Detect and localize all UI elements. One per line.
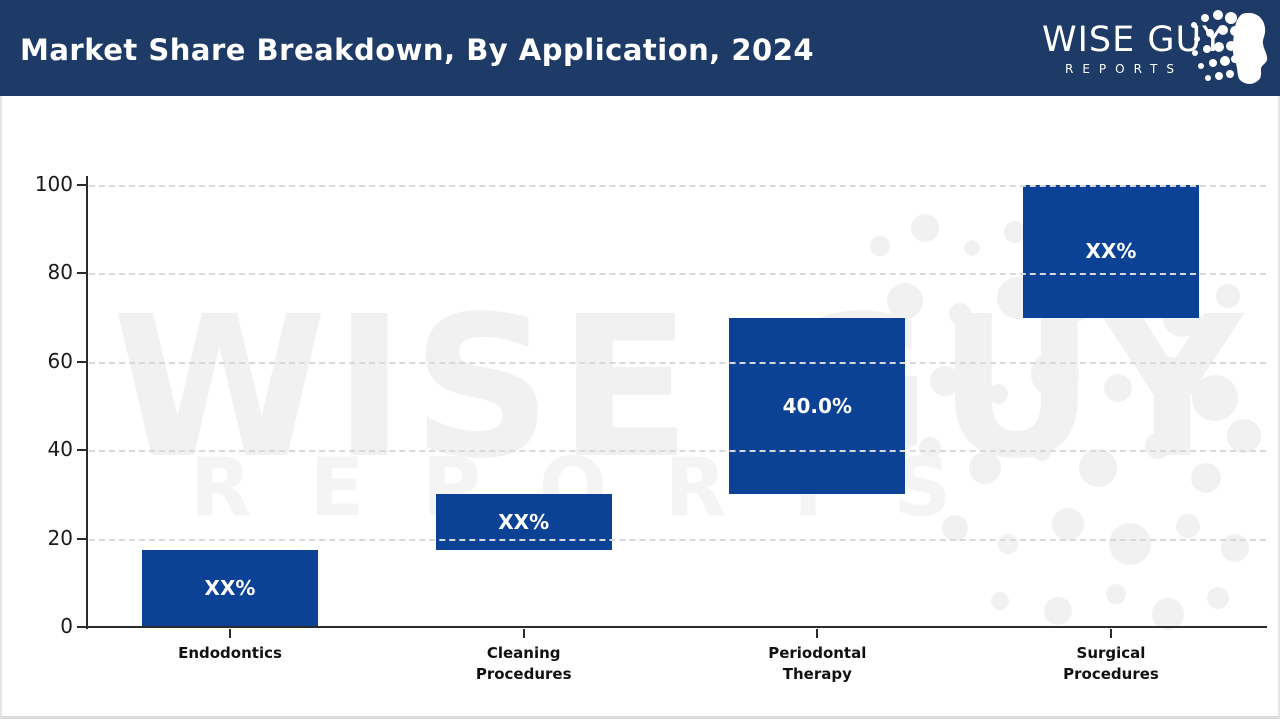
x-tick-label: Cleaning Procedures <box>475 644 572 683</box>
watermark-dot <box>1216 284 1240 308</box>
watermark-dot <box>998 534 1018 554</box>
x-tick-mark <box>229 629 231 638</box>
gridline <box>89 185 1266 187</box>
x-tick-label: Periodontal Therapy <box>768 644 867 683</box>
bar-segment <box>729 317 906 495</box>
gridline <box>89 361 1266 364</box>
logo-wordmark: WISE GUY <box>1042 20 1225 60</box>
watermark-dot <box>1104 374 1132 402</box>
logo-face-icon <box>1191 10 1268 84</box>
watermark-dot <box>1079 449 1117 487</box>
watermark-dot <box>942 515 968 541</box>
logo-text: WISE GUY REPORTS <box>1042 20 1225 77</box>
logo-subtitle: REPORTS <box>1064 62 1183 76</box>
watermark-dot <box>930 366 960 396</box>
page-title: Market Share Breakdown, By Application, … <box>20 33 815 67</box>
y-tick-mark <box>77 184 87 186</box>
watermark-dot <box>1044 597 1072 625</box>
y-tick-mark <box>77 360 87 363</box>
x-axis-line <box>86 626 1267 628</box>
y-tick-mark <box>77 626 87 628</box>
y-tick-label: 100 <box>34 172 73 196</box>
x-tick-mark <box>1110 629 1112 638</box>
watermark-dot <box>919 437 941 459</box>
chart-canvas: WISE GUY REPORTS XX% XX% 40.0% XX% 0 20 40 60 80… <box>0 96 1280 720</box>
watermark-dot <box>1106 584 1126 604</box>
bar-segment <box>1023 185 1199 318</box>
watermark-dot <box>1152 598 1184 630</box>
watermark-dot <box>1145 433 1171 459</box>
watermark-dot <box>870 236 890 256</box>
y-tick-label: 0 <box>60 614 73 638</box>
y-axis-line <box>86 176 88 629</box>
watermark-dot <box>1004 221 1026 243</box>
header-bar: Market Share Breakdown, By Application, … <box>0 0 1280 96</box>
x-tick-mark <box>522 629 525 638</box>
x-tick-mark <box>816 629 819 638</box>
watermark-dot <box>991 592 1009 610</box>
y-tick-label: 20 <box>47 525 73 550</box>
bar-value-label: XX% <box>1085 239 1137 264</box>
x-tick-label: Endodontics <box>178 644 282 662</box>
bar-value-label: XX% <box>498 510 550 535</box>
watermark-dot <box>1052 508 1084 540</box>
bar-value-label: 40.0% <box>782 394 852 418</box>
watermark-dot <box>1227 419 1261 453</box>
x-tick-label: Surgical Procedures <box>1063 644 1159 683</box>
wise-guy-reports-logo: WISE GUY REPORTS <box>1012 9 1270 89</box>
watermark-dot <box>1109 523 1151 565</box>
bar-value-label: XX% <box>204 576 256 601</box>
gridline <box>89 450 1266 453</box>
watermark-dot <box>1192 375 1238 421</box>
watermark-dot <box>969 452 1001 484</box>
watermark-dot <box>911 214 939 242</box>
gridline <box>89 273 1266 276</box>
watermark-dot <box>1207 587 1229 609</box>
watermark-dot <box>1159 357 1181 379</box>
y-tick-label: 80 <box>47 260 73 285</box>
watermark-dot <box>887 283 923 319</box>
watermark-dot <box>1031 350 1079 398</box>
y-tick-mark <box>77 272 87 275</box>
watermark-dot <box>1176 514 1200 538</box>
watermark-dot <box>1191 463 1221 493</box>
bar-segment <box>142 549 318 627</box>
gridline <box>89 538 1266 541</box>
y-tick-mark <box>77 537 87 540</box>
y-tick-mark <box>77 449 87 452</box>
watermark-dot <box>988 384 1008 404</box>
watermark-dot <box>964 240 980 256</box>
watermark-dot <box>949 303 971 325</box>
y-tick-label: 40 <box>47 437 73 462</box>
y-tick-label: 60 <box>47 348 73 373</box>
